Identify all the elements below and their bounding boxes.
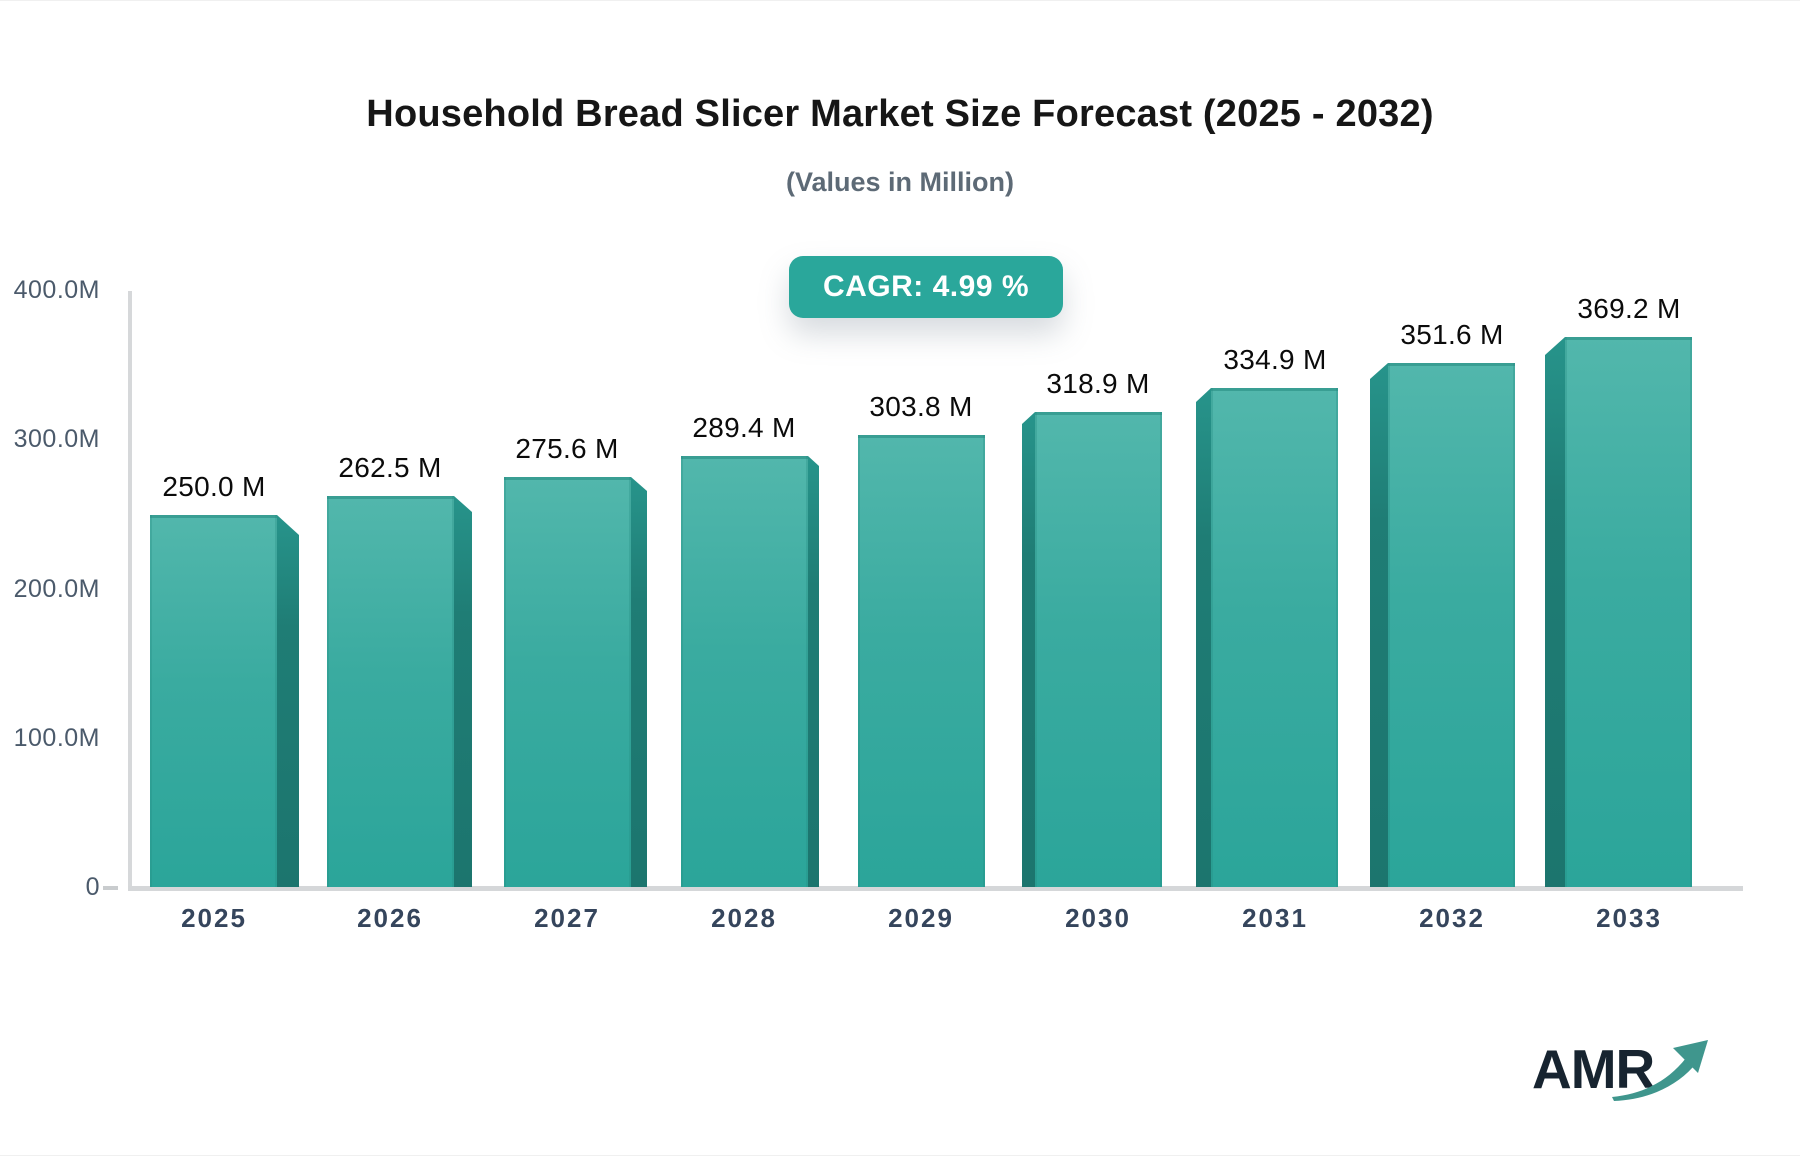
bar-2026 <box>327 496 454 887</box>
growth-arrow-icon <box>1612 1040 1708 1101</box>
y-tick-label: 300.0M <box>13 425 100 454</box>
x-axis-baseline <box>128 886 1743 891</box>
x-tick-label-2027: 2027 <box>534 903 600 933</box>
bar-side-face-2033 <box>1545 337 1565 887</box>
x-tick-label-2029: 2029 <box>888 903 954 933</box>
bar-side-face-2025 <box>277 515 299 887</box>
amr-logo: AMR <box>1532 1037 1712 1117</box>
bar-value-label-2027: 275.6 M <box>515 433 619 464</box>
bar-value-label-2033: 369.2 M <box>1577 293 1681 324</box>
bar-side-face-2031 <box>1196 388 1211 887</box>
y-tick-label: 0 <box>85 873 100 901</box>
zero-tick-mark <box>103 886 118 890</box>
x-tick-label-2030: 2030 <box>1065 903 1131 933</box>
bar-side-face-2027 <box>631 477 647 887</box>
bar-side-face-2026 <box>454 496 472 887</box>
y-tick-label: 200.0M <box>13 574 100 603</box>
bar-value-label-2032: 351.6 M <box>1400 319 1504 350</box>
bar-side-face-2032 <box>1370 363 1388 887</box>
chart-title: Household Bread Slicer Market Size Forec… <box>366 93 1434 135</box>
bar-value-label-2029: 303.8 M <box>869 391 973 422</box>
y-axis-line <box>128 291 132 890</box>
x-tick-label-2025: 2025 <box>181 903 247 933</box>
bar-2028 <box>681 456 808 887</box>
chart-subtitle: (Values in Million) <box>785 167 1015 197</box>
x-tick-label-2028: 2028 <box>711 903 777 933</box>
bar-side-face-2028 <box>808 456 819 887</box>
bar-2027 <box>504 477 631 887</box>
bar-2033 <box>1565 337 1692 887</box>
bar-side-face-2030 <box>1022 412 1035 887</box>
bar-value-label-2030: 318.9 M <box>1046 368 1150 399</box>
cagr-badge: CAGR: 4.99 % <box>789 256 1063 318</box>
bar-2025 <box>150 515 277 887</box>
bar-value-label-2028: 289.4 M <box>692 412 796 443</box>
bar-value-label-2031: 334.9 M <box>1223 344 1327 375</box>
bar-2031 <box>1211 388 1338 887</box>
x-tick-label-2026: 2026 <box>357 903 423 933</box>
bar-2030 <box>1035 412 1162 887</box>
bar-value-label-2025: 250.0 M <box>162 471 266 502</box>
cagr-badge-label: CAGR: 4.99 % <box>822 270 1030 303</box>
x-tick-label-2031: 2031 <box>1242 903 1308 933</box>
bar-2032 <box>1388 363 1515 887</box>
y-tick-label: 100.0M <box>13 723 100 752</box>
y-tick-label: 400.0M <box>13 276 100 304</box>
x-tick-label-2032: 2032 <box>1419 903 1485 933</box>
bar-value-label-2026: 262.5 M <box>338 452 442 483</box>
amr-logo-text: AMR <box>1532 1038 1655 1100</box>
bar-2029 <box>858 435 985 887</box>
x-tick-label-2033: 2033 <box>1596 903 1662 933</box>
